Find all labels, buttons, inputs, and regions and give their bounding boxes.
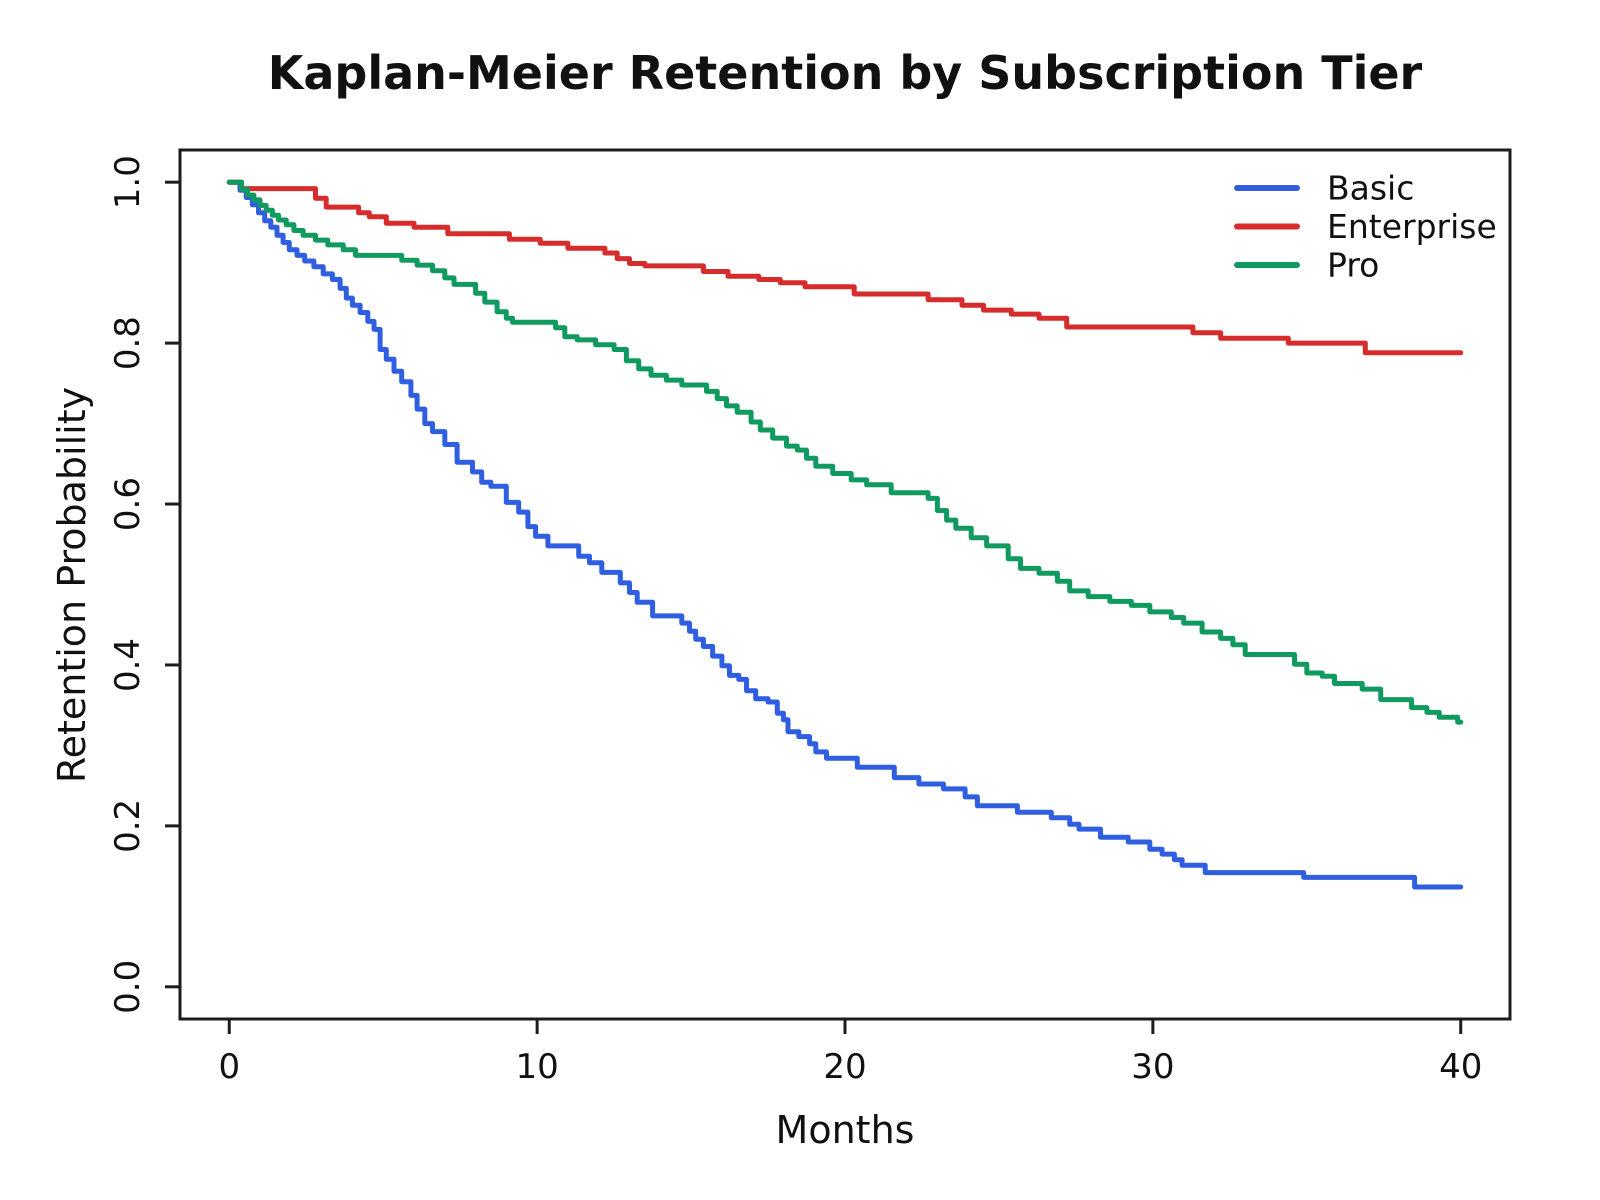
legend-label-pro: Pro — [1327, 246, 1379, 285]
chart-title: Kaplan-Meier Retention by Subscription T… — [267, 46, 1423, 100]
x-tick-label: 0 — [218, 1047, 240, 1087]
y-tick-label: 0.0 — [108, 960, 148, 1014]
curve-basic — [226, 179, 1464, 890]
y-axis-title-text: Retention Probability — [50, 386, 94, 784]
curve-pro — [226, 179, 1464, 725]
legend-item-enterprise: Enterprise — [1234, 207, 1497, 246]
x-tick-label: 40 — [1439, 1047, 1482, 1087]
y-tick-label: 0.4 — [108, 638, 148, 692]
x-axis-title: Months — [775, 1108, 915, 1152]
x-tick-label: 30 — [1131, 1047, 1174, 1087]
x-tick-label: 20 — [823, 1047, 866, 1087]
plot-border — [178, 148, 1512, 1021]
legend-label-basic: Basic — [1327, 169, 1414, 208]
y-tick-label: 0.2 — [108, 799, 148, 853]
legend-item-basic: Basic — [1234, 169, 1414, 208]
y-tick-label: 0.6 — [108, 477, 148, 531]
legend-item-pro: Pro — [1234, 246, 1379, 285]
y-tick-label: 1.0 — [108, 155, 148, 209]
y-tick-label: 0.8 — [108, 316, 148, 370]
legend-label-enterprise: Enterprise — [1327, 207, 1497, 246]
x-tick-label: 10 — [515, 1047, 558, 1087]
curve-enterprise — [226, 179, 1464, 356]
